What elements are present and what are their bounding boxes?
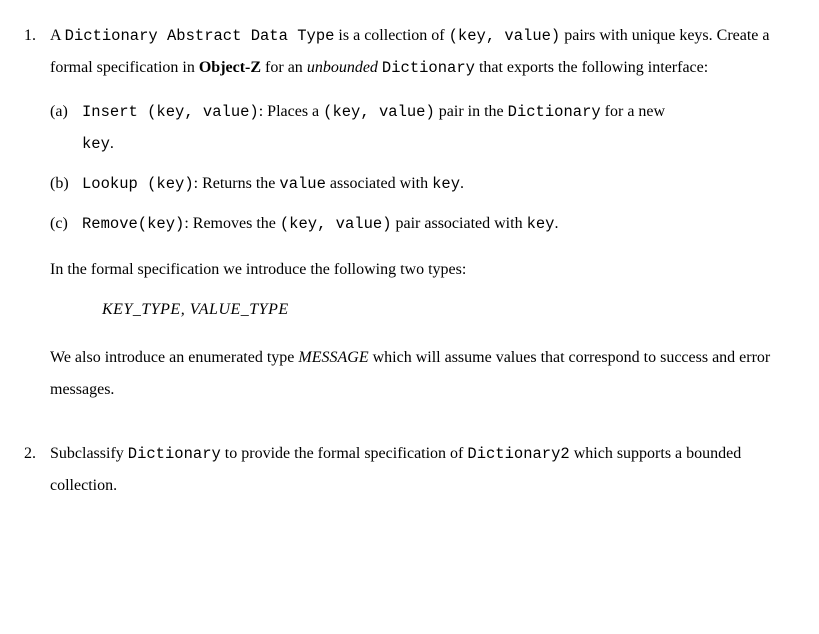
bold-objectz: Object-Z bbox=[199, 59, 261, 76]
value-type: VALUE bbox=[190, 301, 241, 318]
types-intro: In the formal specification we introduce… bbox=[50, 254, 787, 286]
tt-dictionary: Dictionary bbox=[128, 445, 221, 463]
q1-intro: A Dictionary Abstract Data Type is a col… bbox=[50, 27, 770, 76]
types-line: KEY_TYPE, VALUE_TYPE bbox=[102, 294, 787, 326]
tt-key: key bbox=[527, 215, 555, 233]
text: pair in the bbox=[435, 103, 508, 120]
enum-para: We also introduce an enumerated type MES… bbox=[50, 342, 787, 406]
text: : Removes the bbox=[184, 215, 280, 232]
tt-remove: Remove(key) bbox=[82, 215, 184, 233]
italic-message: MESSAGE bbox=[298, 349, 368, 366]
tt-kv: (key, value) bbox=[449, 27, 561, 45]
italic-unbounded: unbounded bbox=[307, 59, 378, 76]
text: : Places a bbox=[259, 103, 323, 120]
text: is a collection of bbox=[334, 27, 448, 44]
type2: TYPE bbox=[249, 301, 288, 318]
text: to provide the formal specification of bbox=[221, 445, 468, 462]
text: associated with bbox=[326, 175, 432, 192]
text: Subclassify bbox=[50, 445, 128, 462]
question-2: Subclassify Dictionary to provide the fo… bbox=[20, 438, 787, 502]
tt-dictionary: Dictionary bbox=[382, 59, 475, 77]
question-1: A Dictionary Abstract Data Type is a col… bbox=[20, 20, 787, 406]
tt-kv: (key, value) bbox=[323, 103, 435, 121]
tt-key: key bbox=[432, 175, 460, 193]
tt-insert: Insert (key, value) bbox=[82, 103, 259, 121]
main-list: A Dictionary Abstract Data Type is a col… bbox=[20, 20, 787, 502]
underscore2: _ bbox=[241, 301, 250, 318]
text: which sup bbox=[570, 445, 639, 462]
text: for an bbox=[261, 59, 307, 76]
text: . bbox=[460, 175, 464, 192]
tt-value: value bbox=[279, 175, 326, 193]
item-b: Lookup (key): Returns the value associat… bbox=[50, 168, 787, 200]
text: . bbox=[554, 215, 558, 232]
tt-lookup: Lookup (key) bbox=[82, 175, 194, 193]
item-c: Remove(key): Removes the (key, value) pa… bbox=[50, 208, 787, 240]
text: that exports the following interface: bbox=[475, 59, 708, 76]
text: : Returns the bbox=[194, 175, 280, 192]
comma: , bbox=[181, 301, 190, 318]
text: for a new bbox=[601, 103, 665, 120]
tt-dadt: Dictionary Abstract Data Type bbox=[65, 27, 335, 45]
text: which will assume values that cor bbox=[369, 349, 589, 366]
text: pair associated with bbox=[392, 215, 527, 232]
tt-dictionary: Dictionary bbox=[508, 103, 601, 121]
tt-kv: (key, value) bbox=[280, 215, 392, 233]
tt-dictionary2: Dictionary2 bbox=[467, 445, 569, 463]
tt-key: key bbox=[82, 135, 110, 153]
key-type: KEY bbox=[102, 301, 133, 318]
text: . bbox=[110, 135, 114, 152]
text: A bbox=[50, 27, 65, 44]
type1: TYPE bbox=[141, 301, 180, 318]
text: We also introduce an enumerated type bbox=[50, 349, 298, 366]
item-a: Insert (key, value): Places a (key, valu… bbox=[50, 96, 787, 160]
sub-list: Insert (key, value): Places a (key, valu… bbox=[50, 96, 787, 240]
